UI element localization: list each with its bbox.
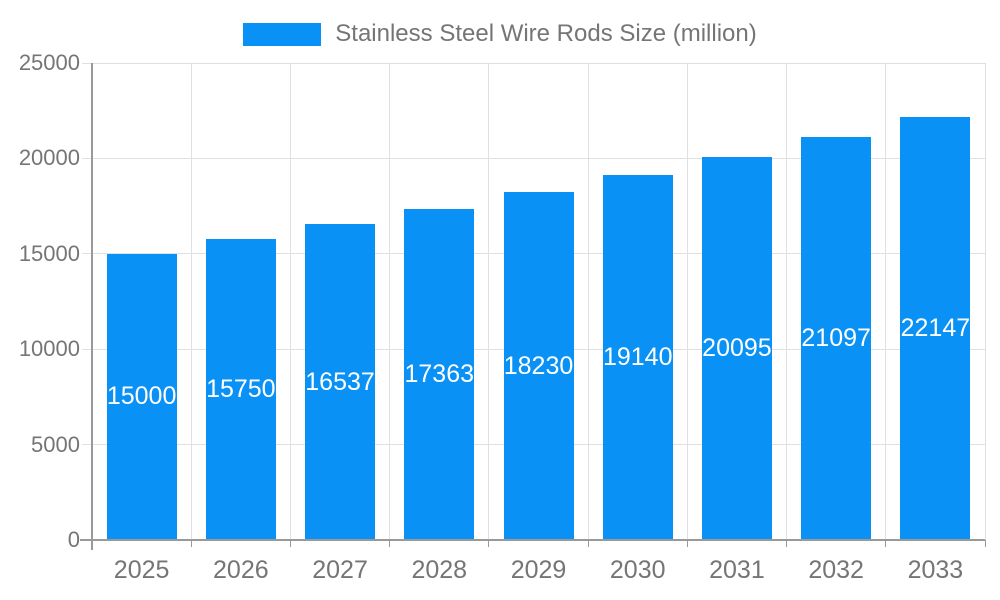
x-axis-label: 2033 xyxy=(907,556,964,584)
x-axis-label: 2026 xyxy=(213,556,269,584)
y-axis-label: 20000 xyxy=(18,145,80,171)
bar-2031[interactable]: 20095 xyxy=(701,156,772,540)
y-axis-label: 25000 xyxy=(18,50,80,75)
bar-value-label: 16537 xyxy=(305,367,375,396)
x-axis-tick xyxy=(289,540,291,547)
chart-legend[interactable]: Stainless Steel Wire Rods Size (million) xyxy=(0,18,1000,50)
x-gridline xyxy=(289,63,291,540)
y-axis-line xyxy=(91,63,93,550)
x-axis-tick xyxy=(587,540,589,547)
y-axis-label: 0 xyxy=(67,527,80,552)
bar-value-label: 21097 xyxy=(801,324,871,353)
bar-2027[interactable]: 16537 xyxy=(305,224,376,540)
y-axis-label: 5000 xyxy=(31,431,80,457)
x-axis-tick xyxy=(190,540,192,547)
y-axis-tick xyxy=(82,253,92,255)
x-gridline xyxy=(786,63,788,540)
bar-2028[interactable]: 17363 xyxy=(404,208,475,540)
y-gridline xyxy=(92,157,985,159)
y-gridline xyxy=(92,62,985,64)
x-axis-label: 2032 xyxy=(808,556,864,584)
bar-2026[interactable]: 15750 xyxy=(205,239,276,540)
x-axis-label: 2027 xyxy=(312,556,368,584)
bar-value-label: 18230 xyxy=(503,351,574,380)
bar-value-label: 19140 xyxy=(602,342,673,371)
bar-2029[interactable]: 18230 xyxy=(503,192,574,540)
x-gridline xyxy=(488,63,490,540)
bar-value-label: 22147 xyxy=(900,314,971,343)
y-axis-tick xyxy=(82,444,92,446)
bar-value-label: 15000 xyxy=(106,382,177,411)
x-axis-tick xyxy=(984,540,986,547)
x-gridline xyxy=(984,63,986,540)
x-axis-tick xyxy=(786,540,788,547)
x-axis-tick xyxy=(389,540,391,547)
x-axis-label: 2025 xyxy=(113,556,170,584)
x-gridline xyxy=(389,63,391,540)
bar-2025[interactable]: 15000 xyxy=(106,253,177,540)
bar-value-label: 15750 xyxy=(206,375,276,404)
y-axis-tick xyxy=(82,348,92,350)
legend-label: Stainless Steel Wire Rods Size (million) xyxy=(335,20,757,47)
x-axis-tick xyxy=(885,540,887,547)
bar-2033[interactable]: 22147 xyxy=(900,117,971,540)
x-gridline xyxy=(587,63,589,540)
x-axis-label: 2030 xyxy=(609,556,666,584)
x-gridline xyxy=(686,63,688,540)
bar-value-label: 17363 xyxy=(404,359,475,388)
y-axis-label: 15000 xyxy=(18,240,80,266)
x-axis-label: 2028 xyxy=(411,556,468,584)
y-axis-label: 10000 xyxy=(18,336,80,362)
x-axis-line xyxy=(80,539,985,541)
bar-2030[interactable]: 19140 xyxy=(602,174,673,540)
x-axis-label: 2031 xyxy=(709,556,765,584)
y-axis-tick xyxy=(82,62,92,64)
x-gridline xyxy=(190,63,192,540)
x-axis-tick xyxy=(488,540,490,547)
x-axis-tick xyxy=(686,540,688,547)
bar-value-label: 20095 xyxy=(702,333,772,362)
y-axis-tick xyxy=(82,157,92,159)
bar-2032[interactable]: 21097 xyxy=(801,137,872,540)
x-axis-label: 2029 xyxy=(510,556,567,584)
x-gridline xyxy=(885,63,887,540)
legend-swatch-icon xyxy=(243,22,322,46)
